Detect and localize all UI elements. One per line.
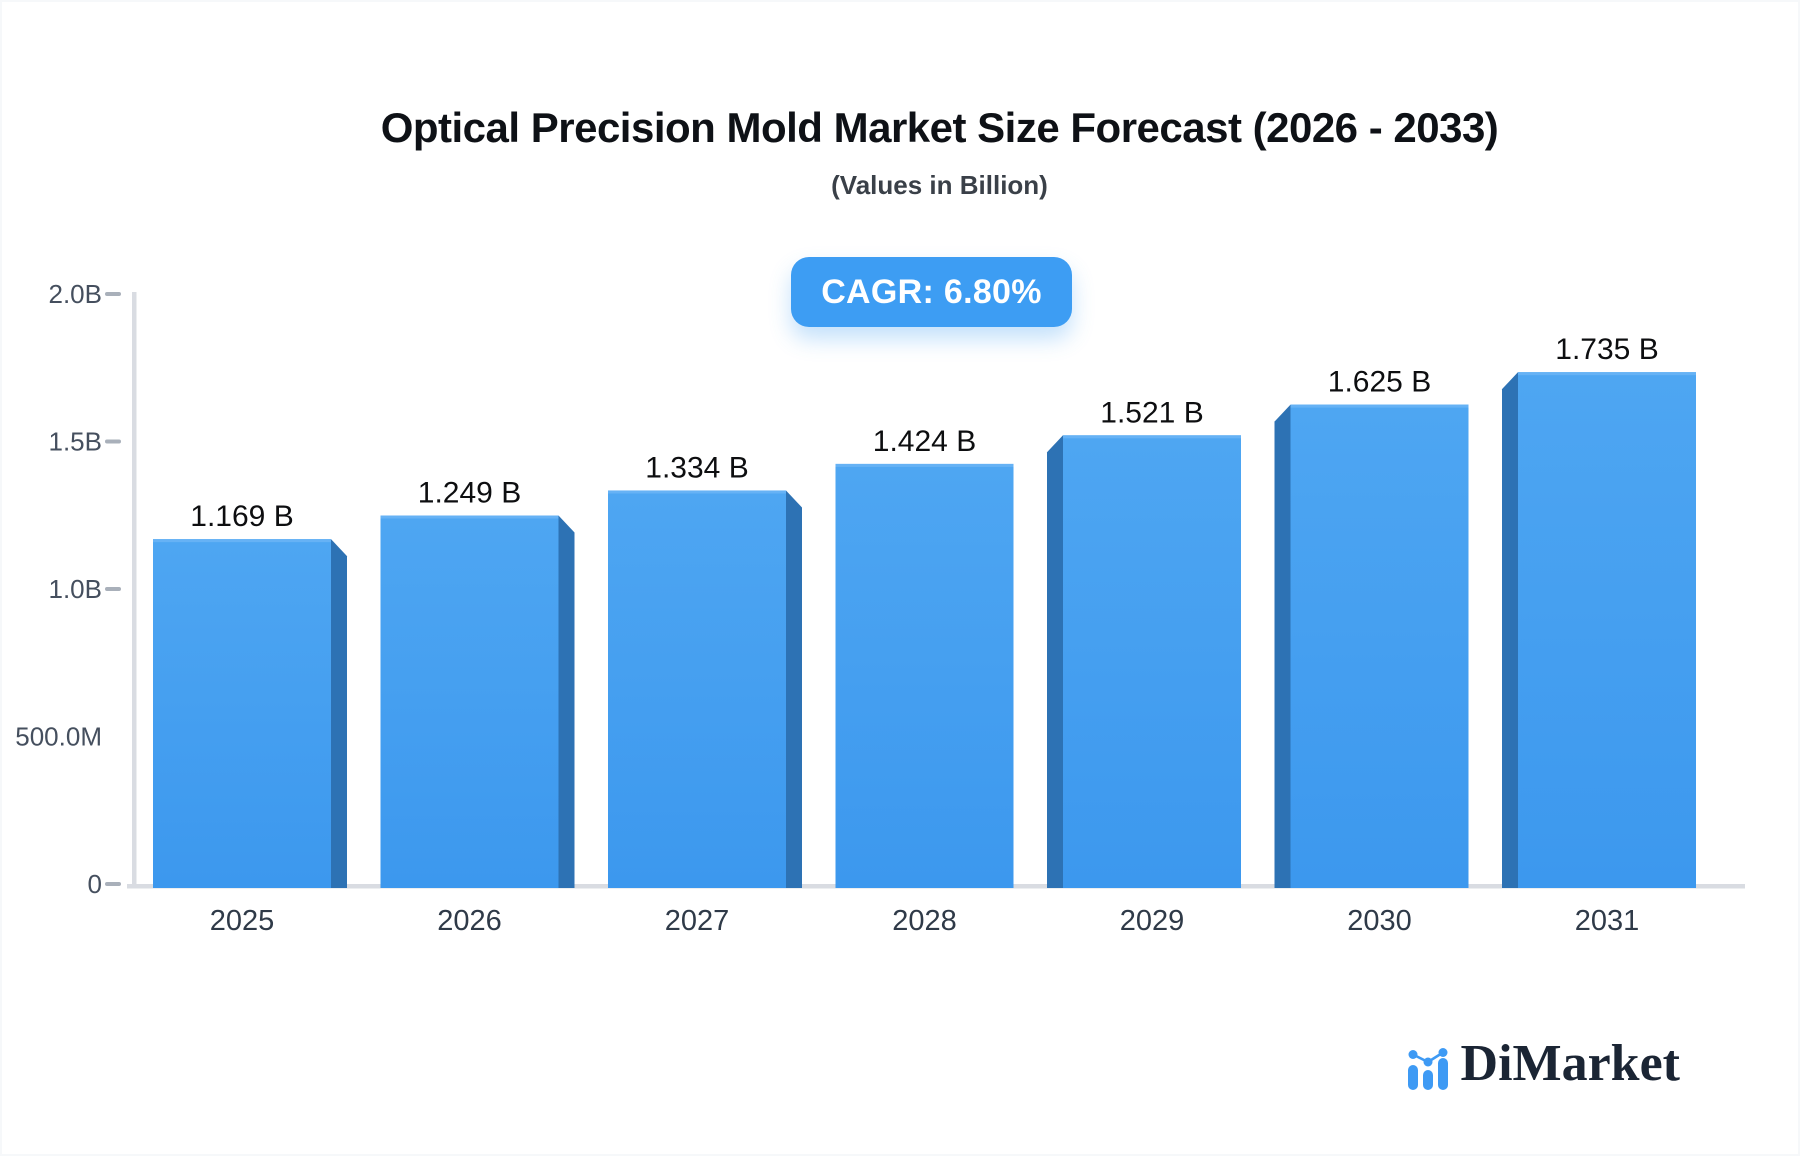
x-tick-label: 2027 xyxy=(665,905,730,937)
cagr-badge: CAGR: 6.80% xyxy=(791,257,1072,327)
bar-top-highlight xyxy=(1518,372,1696,376)
bar-value-label: 1.521 B xyxy=(1100,396,1203,429)
y-tick-dash xyxy=(105,587,121,591)
bar-top-highlight xyxy=(153,539,331,543)
bar xyxy=(153,539,331,888)
bar-side-face xyxy=(1047,435,1063,888)
bar-value-label: 1.625 B xyxy=(1328,366,1431,399)
brand-logo: DiMarket xyxy=(1407,1035,1680,1092)
bar xyxy=(1290,404,1469,888)
x-tick-label: 2025 xyxy=(210,905,275,937)
bar-side-face xyxy=(1274,404,1291,888)
bar-side-face xyxy=(786,490,802,888)
x-tick-label: 2029 xyxy=(1120,905,1185,937)
bar-value-label: 1.169 B xyxy=(190,500,293,533)
x-tick-label: 2028 xyxy=(892,905,957,937)
logo-text: DiMarket xyxy=(1460,1035,1680,1092)
bar-side-face xyxy=(558,515,575,888)
y-tick-label: 0 xyxy=(88,869,102,899)
y-tick-label: 2.0B xyxy=(49,279,103,309)
bar xyxy=(380,515,559,888)
bar-side-face xyxy=(1502,372,1518,888)
bar-top-highlight xyxy=(835,463,1014,467)
bar-value-label: 1.735 B xyxy=(1555,333,1658,366)
mini-bar-chart-icon xyxy=(1407,1048,1448,1090)
y-tick-dash xyxy=(105,439,121,444)
chart-title: Optical Precision Mold Market Size Forec… xyxy=(380,104,1499,151)
bar-top-highlight xyxy=(1063,435,1241,439)
bar xyxy=(1518,372,1696,888)
y-axis-line xyxy=(132,292,137,889)
bar-top-highlight xyxy=(1290,404,1469,408)
y-tick-label: 1.0B xyxy=(49,574,103,604)
bar-top-highlight xyxy=(380,515,559,519)
bar-value-label: 1.334 B xyxy=(645,451,748,484)
y-tick-label: 1.5B xyxy=(49,427,103,457)
y-tick-label: 500.0M xyxy=(15,722,102,752)
bar-value-label: 1.249 B xyxy=(418,477,521,510)
bar xyxy=(608,490,786,888)
bar-top-highlight xyxy=(608,490,786,494)
bar xyxy=(1063,435,1241,888)
y-tick-dash xyxy=(105,882,121,886)
chart-subtitle: (Values in Billion) xyxy=(831,170,1048,200)
y-tick-dash xyxy=(105,292,121,296)
bar-side-face xyxy=(331,539,347,888)
bar xyxy=(835,463,1014,888)
x-tick-label: 2030 xyxy=(1347,905,1412,937)
x-tick-label: 2031 xyxy=(1575,905,1640,937)
x-tick-label: 2026 xyxy=(437,905,502,937)
bar-value-label: 1.424 B xyxy=(873,425,976,458)
